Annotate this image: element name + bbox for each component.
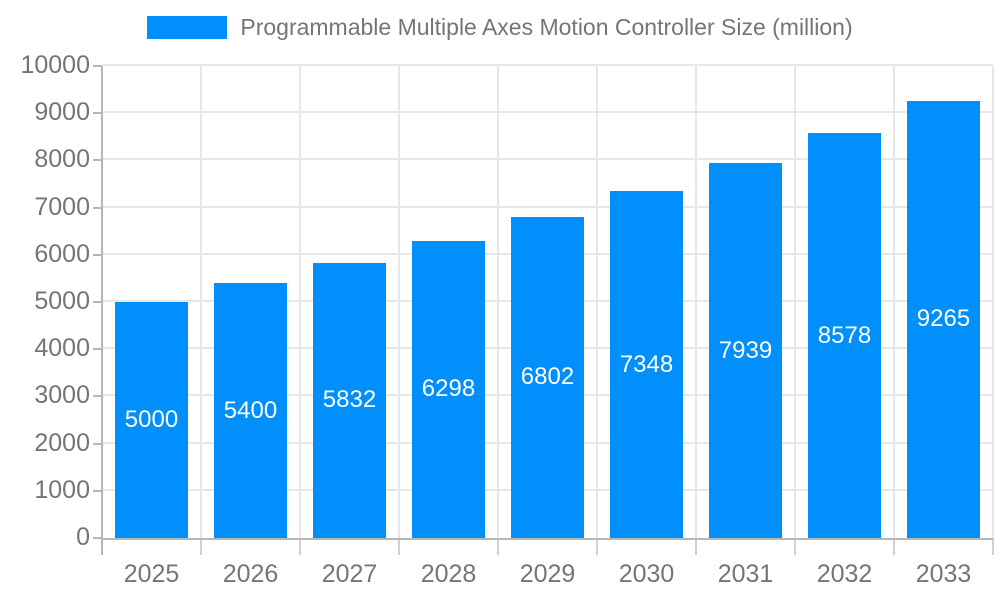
y-axis-label: 2000 bbox=[34, 428, 90, 457]
y-axis-label: 3000 bbox=[34, 381, 90, 410]
y-axis-tick bbox=[93, 159, 102, 162]
x-gridline bbox=[794, 66, 796, 538]
chart-legend-item[interactable]: Programmable Multiple Axes Motion Contro… bbox=[0, 14, 1000, 41]
x-axis-label: 2027 bbox=[321, 560, 378, 588]
bar-value-label: 5400 bbox=[223, 396, 278, 424]
y-axis-tick bbox=[93, 395, 102, 398]
bar-value-label: 8578 bbox=[817, 321, 872, 349]
y-axis-label: 4000 bbox=[34, 334, 90, 363]
x-axis-label: 2031 bbox=[717, 560, 774, 588]
y-gridline bbox=[102, 64, 993, 66]
x-axis-tick bbox=[299, 538, 301, 555]
bar: 6802 bbox=[511, 216, 584, 538]
x-axis-label: 2026 bbox=[222, 560, 279, 588]
legend-label: Programmable Multiple Axes Motion Contro… bbox=[240, 14, 853, 40]
y-axis-label: 0 bbox=[76, 523, 90, 551]
y-axis-label: 9000 bbox=[34, 98, 90, 127]
y-axis-tick bbox=[93, 348, 102, 351]
y-axis-line bbox=[101, 66, 103, 555]
y-axis-tick bbox=[93, 537, 102, 539]
x-axis-label: 2029 bbox=[519, 560, 576, 588]
bar: 7939 bbox=[709, 163, 782, 538]
x-axis-tick bbox=[992, 538, 994, 555]
bar: 8578 bbox=[808, 133, 881, 538]
y-gridline bbox=[102, 205, 993, 208]
x-axis-label: 2030 bbox=[618, 560, 675, 588]
x-axis-tick bbox=[596, 538, 598, 555]
plot-area: 0 1000 2000 3000 4000 5000 6000 7000 8000 9000 100… bbox=[20, 53, 994, 587]
y-axis-label: 10000 bbox=[20, 51, 90, 79]
y-axis-tick bbox=[93, 206, 102, 209]
x-axis-label: 2028 bbox=[420, 560, 477, 588]
x-axis-tick bbox=[794, 538, 796, 555]
x-gridline bbox=[299, 66, 301, 538]
y-axis-label: 8000 bbox=[34, 145, 90, 174]
y-axis-tick bbox=[93, 253, 102, 256]
y-axis-label: 6000 bbox=[34, 239, 90, 268]
x-axis-tick bbox=[200, 538, 202, 555]
bar: 5400 bbox=[214, 283, 287, 538]
x-axis-label: 2025 bbox=[123, 560, 180, 588]
bar: 9265 bbox=[907, 100, 980, 538]
y-axis-tick bbox=[93, 442, 102, 445]
bar-value-label: 5832 bbox=[322, 386, 377, 414]
y-axis-label: 5000 bbox=[34, 287, 90, 315]
y-axis-label: 7000 bbox=[34, 192, 90, 221]
y-axis-tick bbox=[93, 301, 102, 303]
bar: 5832 bbox=[313, 262, 386, 538]
x-axis-label: 2033 bbox=[915, 560, 972, 588]
x-gridline bbox=[497, 66, 499, 538]
bar-value-label: 6298 bbox=[421, 375, 476, 403]
x-gridline bbox=[596, 66, 598, 538]
x-axis-tick bbox=[497, 538, 499, 555]
x-gridline bbox=[992, 66, 994, 538]
y-axis-label: 1000 bbox=[34, 475, 90, 504]
x-gridline bbox=[398, 66, 400, 538]
x-axis-tick bbox=[398, 538, 400, 555]
x-axis-line bbox=[102, 538, 993, 540]
bar-value-label: 6802 bbox=[520, 363, 575, 391]
y-gridline bbox=[102, 158, 993, 161]
bar-value-label: 5000 bbox=[124, 406, 179, 433]
x-axis-label: 2032 bbox=[816, 560, 873, 588]
y-gridline bbox=[102, 111, 993, 114]
x-gridline bbox=[893, 66, 895, 538]
y-axis-tick bbox=[93, 489, 102, 492]
x-gridline bbox=[200, 66, 202, 538]
x-axis-tick bbox=[695, 538, 697, 555]
bar: 7348 bbox=[610, 191, 683, 538]
legend-swatch bbox=[147, 16, 228, 39]
x-gridline bbox=[695, 66, 697, 538]
y-axis-tick bbox=[93, 65, 102, 67]
bar-value-label: 7939 bbox=[718, 336, 773, 364]
x-axis-tick bbox=[893, 538, 895, 555]
bar-value-label: 7348 bbox=[619, 350, 674, 378]
y-axis-tick bbox=[93, 112, 102, 115]
bar-value-label: 9265 bbox=[916, 305, 971, 333]
bar: 6298 bbox=[412, 240, 485, 538]
bar: 5000 bbox=[115, 302, 188, 538]
